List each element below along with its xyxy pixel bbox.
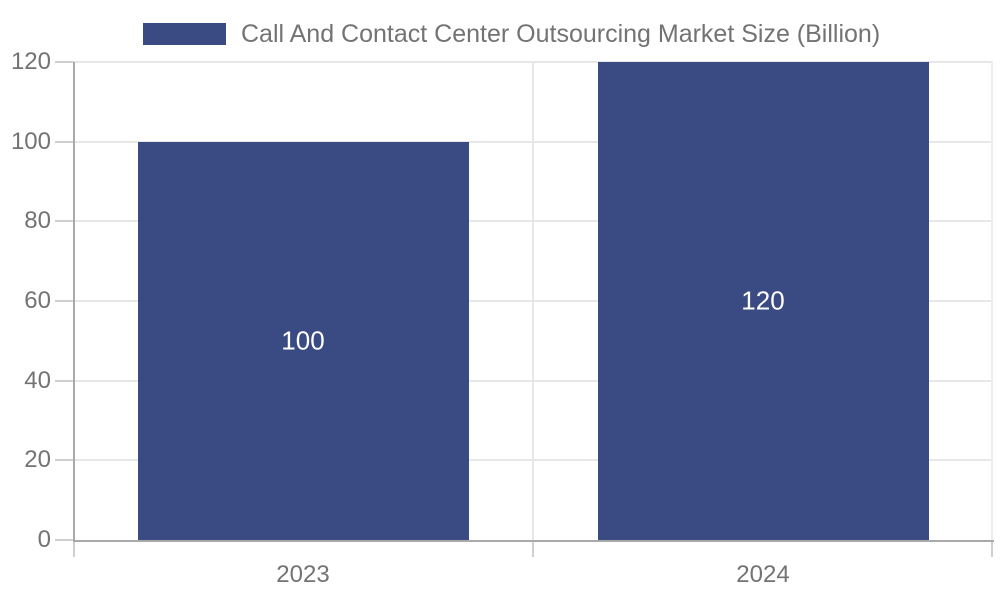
y-axis-tick-label: 100: [10, 127, 51, 155]
x-gridline: [532, 62, 534, 540]
x-axis-tick-label: 2023: [276, 561, 330, 588]
x-axis-tick: [73, 540, 75, 557]
bar-2023: [138, 141, 469, 540]
plot-right-border: [991, 62, 993, 540]
x-axis-tick-label: 2024: [736, 561, 790, 588]
y-axis-tick-label: 40: [24, 366, 51, 394]
y-axis-tick: [55, 61, 73, 63]
y-axis-tick: [55, 459, 73, 462]
y-axis-tick-label: 60: [24, 287, 51, 314]
y-axis-tick: [55, 220, 73, 223]
y-axis-tick: [55, 539, 73, 541]
legend-item[interactable]: Call And Contact Center Outsourcing Mark…: [143, 20, 880, 48]
y-axis-tick-label: 80: [24, 207, 51, 235]
bar-value-label: 100: [281, 325, 325, 356]
x-axis-line: [73, 540, 994, 542]
bar-2024: [598, 62, 929, 540]
y-axis-tick: [55, 379, 73, 382]
y-axis-tick-label: 120: [10, 48, 51, 75]
y-axis-tick: [55, 140, 73, 143]
y-axis-line: [73, 62, 75, 540]
x-axis-tick: [532, 540, 534, 557]
y-axis-tick-label: 20: [24, 446, 51, 474]
legend-swatch: [143, 23, 226, 45]
bar-value-label: 120: [741, 285, 785, 316]
legend-label: Call And Contact Center Outsourcing Mark…: [241, 20, 881, 48]
y-axis-tick-label: 0: [37, 526, 51, 553]
x-axis-tick: [991, 540, 993, 557]
y-axis-tick: [55, 300, 73, 302]
